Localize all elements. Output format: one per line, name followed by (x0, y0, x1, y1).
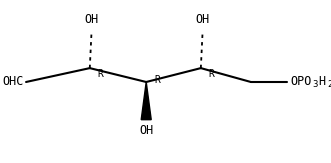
Text: OHC: OHC (3, 75, 24, 89)
Text: H: H (318, 75, 325, 89)
Text: R: R (209, 69, 215, 79)
Text: OPO: OPO (290, 75, 311, 89)
Text: 2: 2 (327, 81, 331, 89)
Text: 3: 3 (312, 81, 317, 89)
Text: R: R (154, 75, 160, 85)
Polygon shape (141, 82, 151, 120)
Text: R: R (98, 69, 104, 79)
Text: OH: OH (139, 124, 153, 137)
Text: OH: OH (196, 14, 210, 26)
Text: OH: OH (84, 14, 99, 26)
